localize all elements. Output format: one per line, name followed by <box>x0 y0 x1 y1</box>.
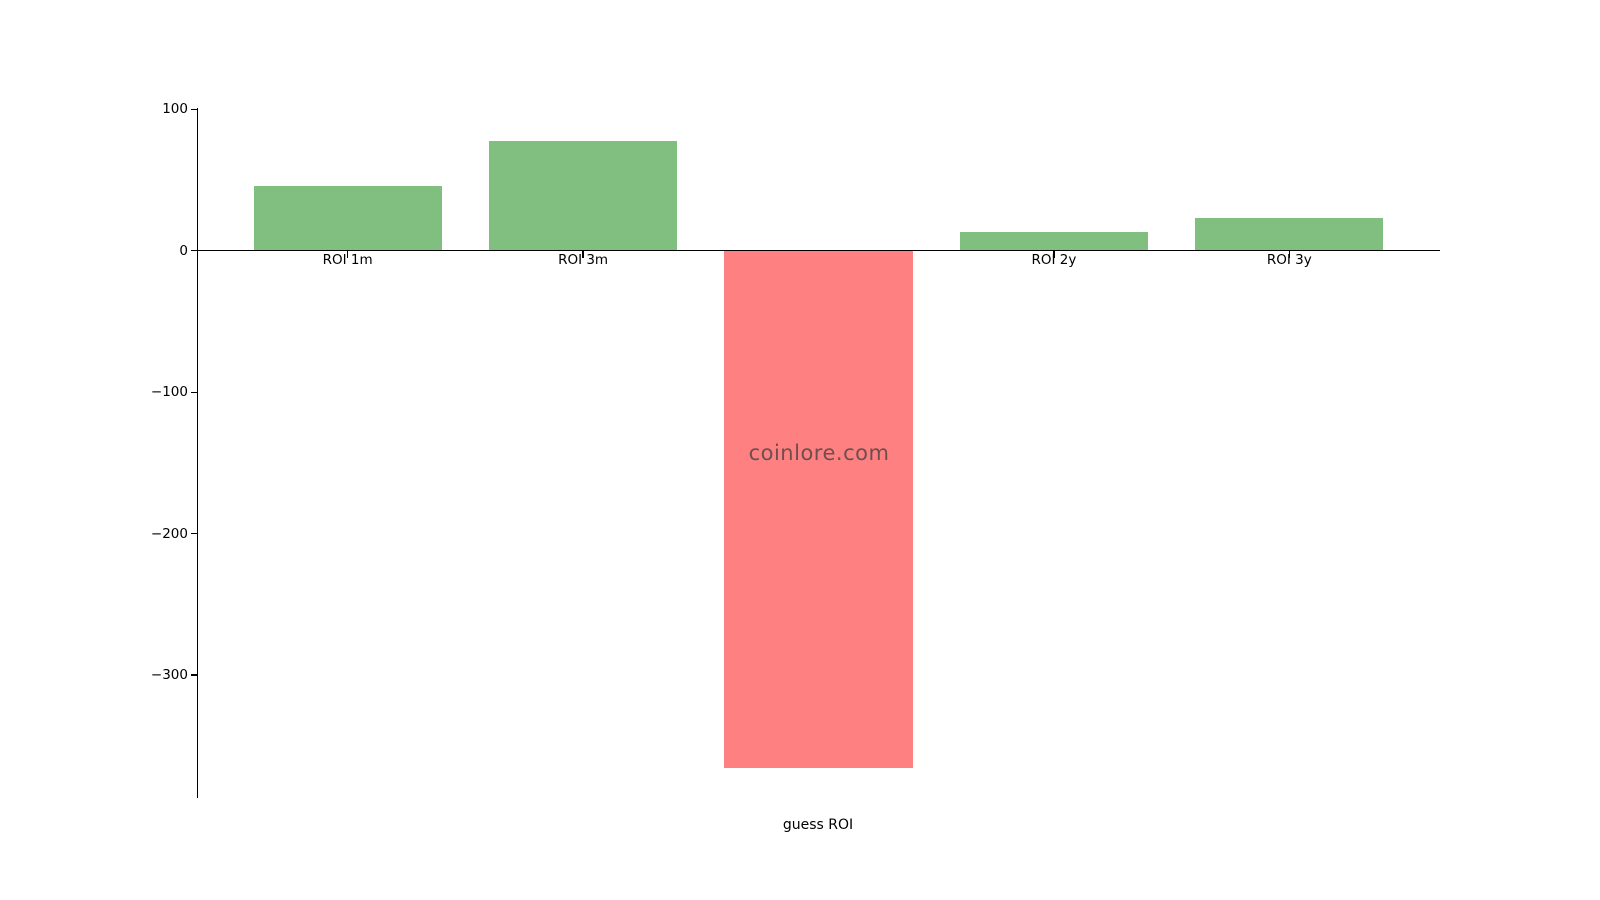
y-tick-label: 0 <box>179 242 188 259</box>
y-axis-spine <box>197 108 199 798</box>
y-tick-label: −200 <box>150 525 188 542</box>
x-tick-mark <box>1053 250 1055 258</box>
watermark: coinlore.com <box>748 441 890 465</box>
y-tick-mark <box>191 250 197 252</box>
x-tick-label-roi-3y: ROI 3y <box>1266 251 1312 268</box>
x-tick-mark <box>347 250 349 258</box>
y-tick-label: 100 <box>162 101 188 118</box>
bar-roi-3y <box>1195 218 1384 251</box>
bar-roi-1m <box>253 185 442 251</box>
y-tick-mark <box>191 108 197 110</box>
x-axis-title: guess ROI <box>782 817 854 833</box>
bar-roi-2y <box>959 232 1149 251</box>
x-tick-label-roi-2y: ROI 2y <box>1031 251 1077 268</box>
x-tick-label-roi-1m: ROI 1m <box>322 251 373 268</box>
x-axis-zero-line <box>197 250 1440 252</box>
y-tick-mark <box>191 674 197 676</box>
x-tick-mark <box>1288 250 1290 258</box>
x-tick-mark <box>582 250 584 258</box>
y-tick-label: −300 <box>150 666 188 683</box>
bar-category-3 <box>724 250 913 769</box>
y-tick-label: −100 <box>150 384 188 401</box>
x-tick-label-roi-3m: ROI 3m <box>558 251 609 268</box>
y-tick-mark <box>191 391 197 393</box>
bar-roi-3m <box>488 140 678 251</box>
y-tick-mark <box>191 532 197 535</box>
